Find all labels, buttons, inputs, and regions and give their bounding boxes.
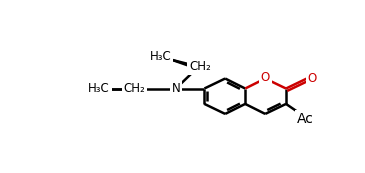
Text: O: O <box>308 72 317 85</box>
Text: H₃C: H₃C <box>150 51 172 63</box>
Text: CH₂: CH₂ <box>189 60 211 74</box>
Text: H₃C: H₃C <box>88 82 110 95</box>
Text: O: O <box>261 71 270 84</box>
Text: Ac: Ac <box>297 112 314 126</box>
Text: CH₂: CH₂ <box>123 82 145 95</box>
Text: N: N <box>172 82 180 95</box>
